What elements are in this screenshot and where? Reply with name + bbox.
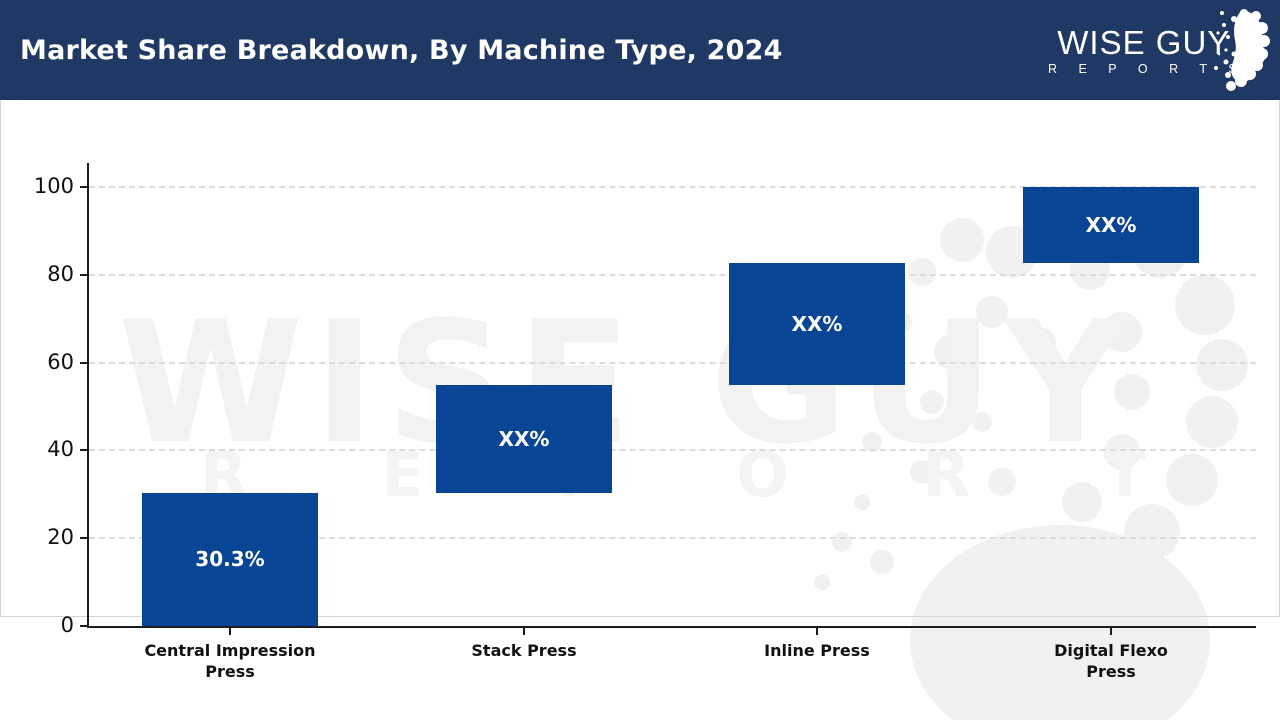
wise-guy-logo: WISE GUY R E P O R T S <box>1020 4 1270 96</box>
x-category-label-line: Inline Press <box>764 641 870 660</box>
chart-area: WISE GUY R E P O R T S 0 20 40 60 80 100 30.3%… <box>0 100 1280 720</box>
bar-value-label: 30.3% <box>195 547 265 572</box>
y-tick-0 <box>80 625 87 627</box>
gridline-y-100 <box>89 186 1256 188</box>
x-category-label-2: Inline Press <box>697 640 937 661</box>
y-tick-60 <box>80 361 87 364</box>
x-category-label-1: Stack Press <box>404 640 644 661</box>
y-axis-spine <box>87 163 89 628</box>
logo-text: WISE GUY R E P O R T S <box>1042 24 1246 77</box>
x-category-label-line: Press <box>205 662 255 681</box>
x-tick-2 <box>816 627 818 635</box>
gridline-y-20 <box>89 537 1256 540</box>
y-tick-label-100: 100 <box>33 174 74 198</box>
x-axis-spine <box>87 626 1256 628</box>
y-tick-label-0: 0 <box>60 613 74 637</box>
y-tick-label-20: 20 <box>47 525 74 550</box>
watermark-wordmark: WISE GUY <box>118 285 1137 481</box>
watermark-head-dots <box>814 218 1248 720</box>
y-tick-40 <box>80 449 87 452</box>
gridline-y-80 <box>89 273 1256 276</box>
page-title: Market Share Breakdown, By Machine Type,… <box>20 34 783 66</box>
logo-head-dots-icon <box>1214 9 1270 91</box>
x-category-label-line: Digital Flexo <box>1054 641 1168 660</box>
x-tick-0 <box>229 627 231 635</box>
x-tick-1 <box>523 627 525 635</box>
logo-wordmark: WISE GUY <box>1057 24 1231 61</box>
bar-value-label: XX% <box>791 311 843 336</box>
y-tick-80 <box>80 273 87 276</box>
bar-inline-press: XX% <box>729 263 905 385</box>
x-category-label-0: Central Impression Press <box>110 640 350 682</box>
y-tick-100 <box>80 186 87 188</box>
page-edge-bottom <box>0 616 1280 617</box>
y-tick-label-80: 80 <box>47 261 74 286</box>
gridline-y-40 <box>89 449 1256 452</box>
y-tick-label-40: 40 <box>47 437 74 462</box>
bar-value-label: XX% <box>1085 213 1137 238</box>
x-category-label-line: Stack Press <box>471 641 577 660</box>
logo-subtitle: R E P O R T S <box>1048 62 1246 76</box>
y-tick-20 <box>80 537 87 540</box>
x-category-label-line: Central Impression <box>144 641 316 660</box>
gridline-y-60 <box>89 361 1256 364</box>
page-edge-left <box>0 100 1 617</box>
y-tick-label-60: 60 <box>47 349 74 374</box>
header-bar: Market Share Breakdown, By Machine Type,… <box>0 0 1280 100</box>
x-category-label-line: Press <box>1086 662 1136 681</box>
bar-digital-flexo-press: XX% <box>1023 187 1199 264</box>
bar-central-impression-press: 30.3% <box>142 492 318 626</box>
x-tick-3 <box>1110 627 1112 635</box>
bar-value-label: XX% <box>498 426 550 451</box>
x-category-label-3: Digital Flexo Press <box>991 640 1231 682</box>
bar-stack-press: XX% <box>436 384 612 493</box>
